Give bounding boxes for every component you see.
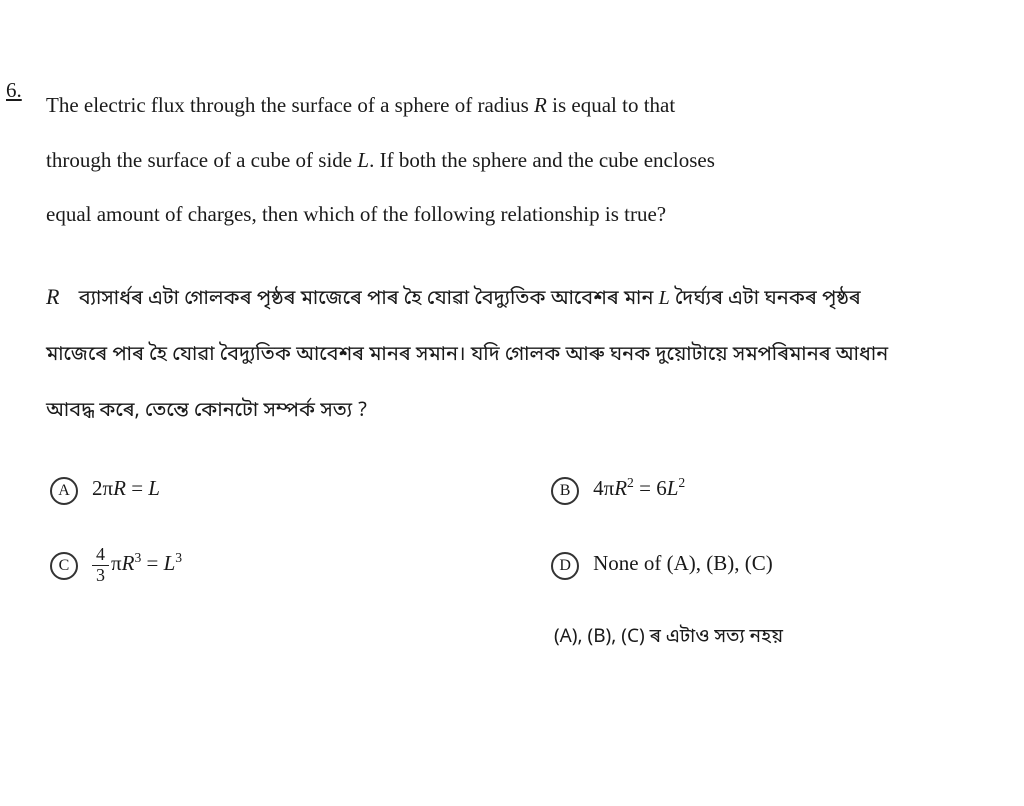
stem-text-3: equal amount of charges, then which of t…: [46, 202, 666, 226]
optB-var1: R: [614, 476, 627, 500]
optB-mid: = 6: [634, 476, 667, 500]
translation-lead-var: R: [46, 284, 59, 309]
option-body-A: 2πR = L: [92, 476, 160, 501]
stem-text-1a: The electric flux through the surface of…: [46, 93, 534, 117]
stem-text-2b: . If both the sphere and the cube enclos…: [369, 148, 715, 172]
option-marker-C: C: [50, 552, 78, 580]
option-body-C: 4 3 πR3 = L3: [92, 545, 182, 586]
option-marker-D: D: [551, 552, 579, 580]
optC-prefix: π: [111, 551, 122, 575]
option-marker-A: A: [50, 477, 78, 505]
optC-var2: L: [164, 551, 176, 575]
footer-note: (A), (B), (C) ৰ এটাও সত্য নহয়: [554, 625, 978, 650]
question-stem: The electric flux through the surface of…: [46, 78, 978, 242]
optC-sup2: 3: [175, 550, 182, 565]
optC-frac-num: 4: [92, 545, 109, 566]
optB-var2: L: [667, 476, 679, 500]
optC-var1: R: [122, 551, 135, 575]
option-C[interactable]: C 4 3 πR3 = L3: [46, 545, 551, 586]
translation-line2: মাজেৰে পাৰ হৈ যোৱা বৈদ্যুতিক আবেশৰ মানৰ …: [46, 343, 888, 369]
option-D[interactable]: D None of (A), (B), (C): [551, 551, 978, 580]
translation-line1b: দৈৰ্ঘ্যৰ এটা ঘনকৰ পৃষ্ঠৰ: [670, 287, 861, 313]
translation-line3: আবদ্ধ কৰে, তেন্তে কোনটো সম্পৰ্ক সত্য ?: [46, 399, 367, 425]
optC-fraction: 4 3: [92, 545, 109, 586]
translation-line1a: ব্যাসার্ধৰ এটা গোলকৰ পৃষ্ঠৰ মাজেৰে পাৰ হ…: [79, 287, 659, 313]
optA-prefix: 2π: [92, 476, 113, 500]
stem-var-R: R: [534, 93, 547, 117]
stem-text-1b: is equal to that: [547, 93, 675, 117]
options-row-1: A 2πR = L B 4πR2 = 6L2: [46, 476, 978, 505]
question-number: 6.: [6, 78, 22, 103]
optC-frac-den: 3: [92, 566, 109, 586]
optB-sup2: 2: [678, 475, 685, 490]
optC-mid: =: [141, 551, 163, 575]
options-row-2: C 4 3 πR3 = L3 D None of (A), (B), (C): [46, 545, 978, 586]
translation-inline-var: L: [659, 287, 670, 309]
option-body-D: None of (A), (B), (C): [593, 551, 773, 576]
option-marker-B: B: [551, 477, 579, 505]
option-body-B: 4πR2 = 6L2: [593, 476, 685, 501]
optA-mid: =: [126, 476, 148, 500]
question-translation: R ব্যাসার্ধৰ এটা গোলকৰ পৃষ্ঠৰ মাজেৰে পাৰ…: [46, 266, 978, 440]
stem-text-2a: through the surface of a cube of side: [46, 148, 357, 172]
option-B[interactable]: B 4πR2 = 6L2: [551, 476, 978, 505]
optB-prefix: 4π: [593, 476, 614, 500]
option-A[interactable]: A 2πR = L: [46, 476, 551, 505]
page: 6. The electric flux through the surface…: [0, 0, 1024, 680]
optA-var1: R: [113, 476, 126, 500]
optA-var2: L: [148, 476, 160, 500]
optB-sup1: 2: [627, 475, 634, 490]
stem-var-L: L: [357, 148, 369, 172]
